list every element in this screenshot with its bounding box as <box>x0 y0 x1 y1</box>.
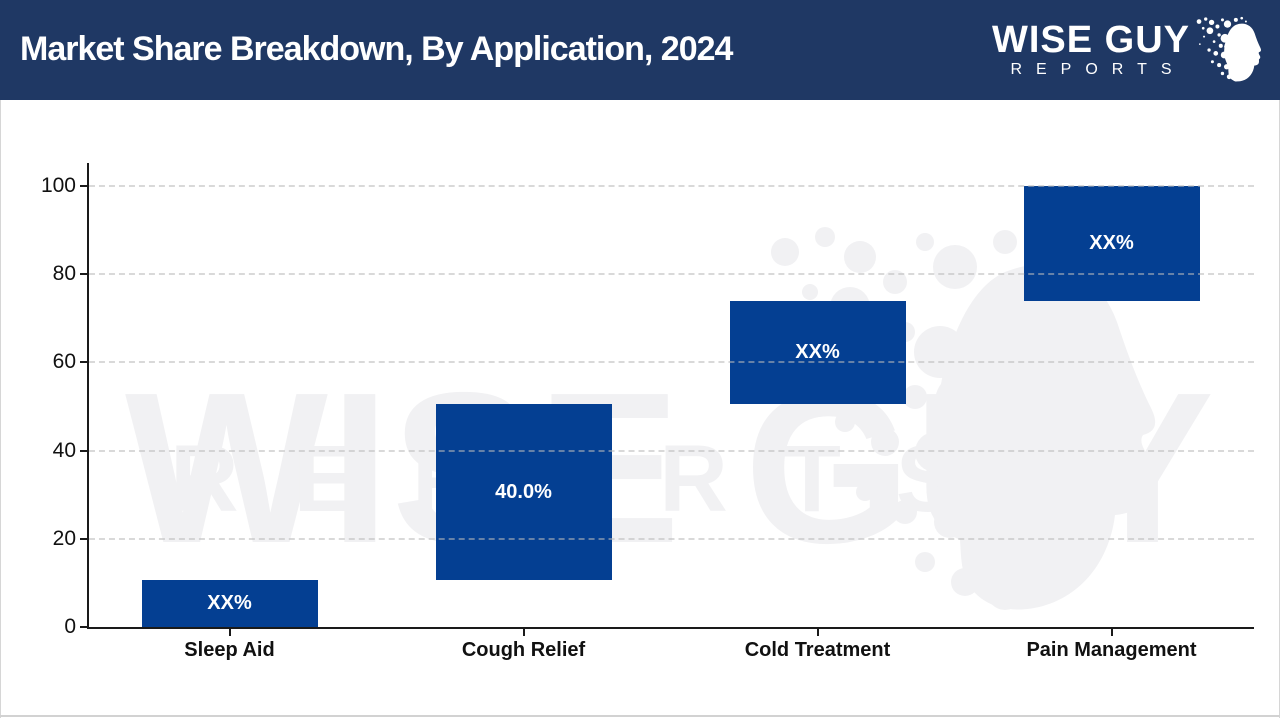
bar-value-label: XX% <box>207 592 252 615</box>
y-axis-tick <box>80 537 89 540</box>
gridline <box>89 273 1254 276</box>
y-axis-tick <box>80 626 89 628</box>
gridline <box>89 361 1254 364</box>
gridline <box>89 537 1254 540</box>
y-axis-tick <box>80 361 89 364</box>
y-axis-tick <box>80 185 89 187</box>
gridline <box>89 449 1254 452</box>
header-bar: Market Share Breakdown, By Application, … <box>0 0 1280 100</box>
y-axis-tick-label: 100 <box>40 174 76 197</box>
y-axis-tick-label: 0 <box>64 615 76 638</box>
x-axis-spine <box>87 627 1254 629</box>
y-axis-tick <box>80 273 89 276</box>
y-axis-spine <box>87 163 89 629</box>
bar-cough-relief: 40.0% <box>435 403 612 581</box>
bar-cold-treatment: XX% <box>729 300 906 404</box>
logo-head-icon <box>1194 10 1266 90</box>
x-axis-category-label: Sleep Aid <box>184 639 275 661</box>
y-axis-tick-label: 20 <box>52 526 76 550</box>
x-axis-category-label: Pain Management <box>1026 639 1197 661</box>
bar-value-label: XX% <box>1089 231 1134 254</box>
y-axis-tick <box>80 449 89 452</box>
frame-border-bottom <box>0 715 1280 717</box>
bar-sleep-aid: XX% <box>141 580 318 627</box>
bar-pain-management: XX% <box>1023 186 1200 301</box>
logo-wordmark: WISE GUY REPORTS <box>991 19 1190 79</box>
page-title: Market Share Breakdown, By Application, … <box>20 30 733 68</box>
wise-guy-logo: WISE GUY REPORTS <box>992 6 1266 94</box>
x-axis-tick <box>1110 627 1113 636</box>
x-axis-tick <box>522 627 525 636</box>
gridline <box>89 185 1254 187</box>
x-axis-tick <box>228 627 231 636</box>
y-axis-tick-label: 80 <box>52 262 76 286</box>
logo-wordmark-line1: WISE GUY <box>991 19 1190 62</box>
x-axis-category-label: Cold Treatment <box>744 639 891 661</box>
logo-wordmark-line2: REPORTS <box>1010 60 1186 78</box>
y-axis-tick-label: 40 <box>52 438 76 462</box>
bar-value-label: XX% <box>795 340 840 363</box>
x-axis-category-label: Cough Relief <box>461 639 586 661</box>
x-axis-tick <box>816 627 819 636</box>
y-axis-tick-label: 60 <box>52 350 76 374</box>
bar-value-label: 40.0% <box>495 480 552 503</box>
frame-border-left <box>0 100 1 718</box>
